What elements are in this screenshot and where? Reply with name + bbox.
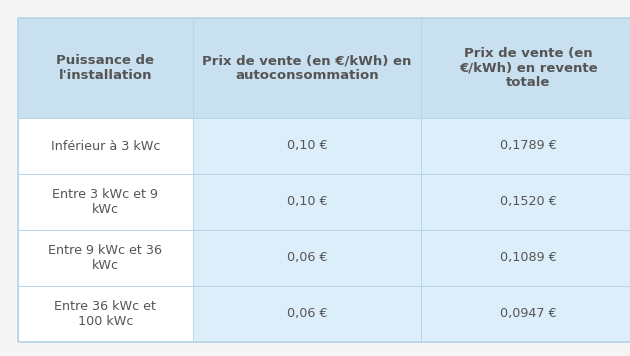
- Bar: [421, 230, 630, 286]
- Text: 0,1789 €: 0,1789 €: [500, 140, 557, 152]
- Text: 0,10 €: 0,10 €: [287, 195, 328, 209]
- Text: 0,06 €: 0,06 €: [287, 308, 327, 320]
- Bar: [18, 230, 193, 286]
- Text: Entre 36 kWc et
100 kWc: Entre 36 kWc et 100 kWc: [55, 300, 156, 328]
- Bar: [193, 286, 421, 342]
- Bar: [18, 118, 193, 174]
- Bar: [18, 18, 193, 118]
- Text: 0,1520 €: 0,1520 €: [500, 195, 557, 209]
- Text: Entre 9 kWc et 36
kWc: Entre 9 kWc et 36 kWc: [49, 244, 163, 272]
- Bar: [18, 286, 193, 342]
- Text: 0,0947 €: 0,0947 €: [500, 308, 557, 320]
- Bar: [421, 174, 630, 230]
- Text: Entre 3 kWc et 9
kWc: Entre 3 kWc et 9 kWc: [52, 188, 159, 216]
- Text: Puissance de
l'installation: Puissance de l'installation: [57, 54, 154, 82]
- Bar: [193, 174, 421, 230]
- Text: 0,1089 €: 0,1089 €: [500, 251, 557, 265]
- Text: 0,06 €: 0,06 €: [287, 251, 327, 265]
- Bar: [193, 18, 421, 118]
- Bar: [193, 230, 421, 286]
- Text: Prix de vente (en
€/kWh) en revente
totale: Prix de vente (en €/kWh) en revente tota…: [459, 47, 598, 89]
- Bar: [193, 118, 421, 174]
- Bar: [421, 18, 630, 118]
- Text: Inférieur à 3 kWc: Inférieur à 3 kWc: [51, 140, 160, 152]
- Bar: [421, 118, 630, 174]
- Text: 0,10 €: 0,10 €: [287, 140, 328, 152]
- Bar: [18, 174, 193, 230]
- Bar: [421, 286, 630, 342]
- Text: Prix de vente (en €/kWh) en
autoconsommation: Prix de vente (en €/kWh) en autoconsomma…: [202, 54, 411, 82]
